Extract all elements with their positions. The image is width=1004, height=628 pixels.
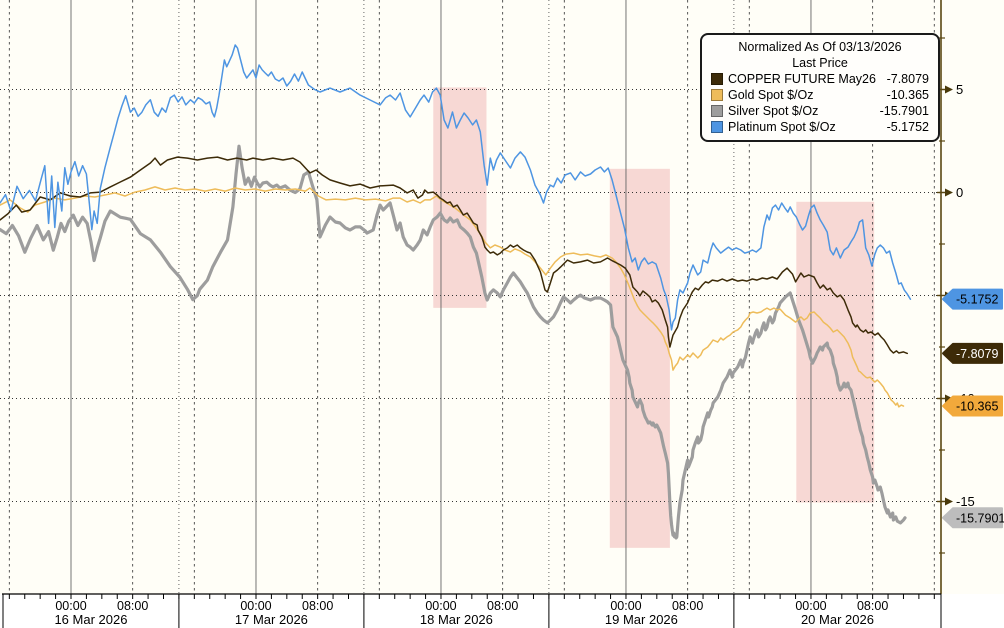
price-badge-value: -15.7901 [956,511,1004,525]
time-tick-label: 08:00 [117,599,148,613]
price-badge-value: -5.1752 [956,293,998,307]
legend-item-gold: Gold Spot $/Oz -10.365 [711,87,929,103]
platinum-swatch-icon [711,121,723,133]
time-tick-label: 00:00 [55,599,86,613]
legend-item-value: -7.8079 [886,72,929,86]
time-tick-label: 08:00 [487,599,518,613]
legend-item-label: Gold Spot $/Oz [728,88,814,102]
series-line-silver [0,144,907,540]
price-badge-platinum: -5.1752 [942,288,1003,310]
time-tick-label: 00:00 [610,599,641,613]
legend-item-label: Platinum Spot $/Oz [728,120,836,134]
legend-item-value: -10.365 [886,88,929,102]
chart-legend: Normalized As Of 03/13/2026 Last Price C… [700,33,940,142]
gold-swatch-icon [711,89,723,101]
axis-tick-arrow-icon [945,85,953,94]
date-label: 19 Mar 2026 [605,612,678,627]
time-tick-label: 00:00 [240,599,271,613]
legend-item-label: Silver Spot $/Oz [728,104,819,118]
legend-item-value: -5.1752 [886,120,929,134]
series-line-gold [0,186,905,408]
y-axis-tick-label: 5 [956,82,963,97]
y-axis-tick-label: 0 [956,185,963,200]
date-label: 20 Mar 2026 [801,612,874,627]
date-label: 16 Mar 2026 [54,612,127,627]
axis-tick-arrow-icon [945,188,953,197]
price-badge-value: -7.8079 [956,347,998,361]
legend-item-platinum: Platinum Spot $/Oz -5.1752 [711,119,929,135]
time-tick-label: 08:00 [672,599,703,613]
axis-tick-arrow-icon [945,497,953,506]
series-line-copper [0,156,909,355]
price-badge-silver: -15.7901 [942,507,1004,529]
session-highlight-band [609,168,670,548]
time-tick-label: 08:00 [857,599,888,613]
date-label: 17 Mar 2026 [235,612,308,627]
legend-item-copper: COPPER FUTURE May26 -7.8079 [711,71,929,87]
y-axis-tick-label: -15 [956,494,975,509]
price-badge-gold: -10.365 [942,395,1003,417]
legend-item-value: -15.7901 [879,104,929,118]
legend-item-silver: Silver Spot $/Oz -15.7901 [711,103,929,119]
legend-item-label: COPPER FUTURE May26 [728,72,876,86]
price-badge-value: -10.365 [956,400,998,414]
x-axis-strip [0,594,1004,628]
legend-subtitle: Last Price [792,56,848,70]
silver-swatch-icon [711,105,723,117]
time-tick-label: 08:00 [302,599,333,613]
series-line-platinum [0,44,912,331]
time-tick-label: 00:00 [425,599,456,613]
time-tick-label: 00:00 [795,599,826,613]
copper-swatch-icon [711,73,723,85]
legend-title: Normalized As Of 03/13/2026 [738,40,902,54]
axis-tick-arrow-icon [945,394,953,403]
date-label: 18 Mar 2026 [420,612,493,627]
price-badge-copper: -7.8079 [942,342,1003,364]
